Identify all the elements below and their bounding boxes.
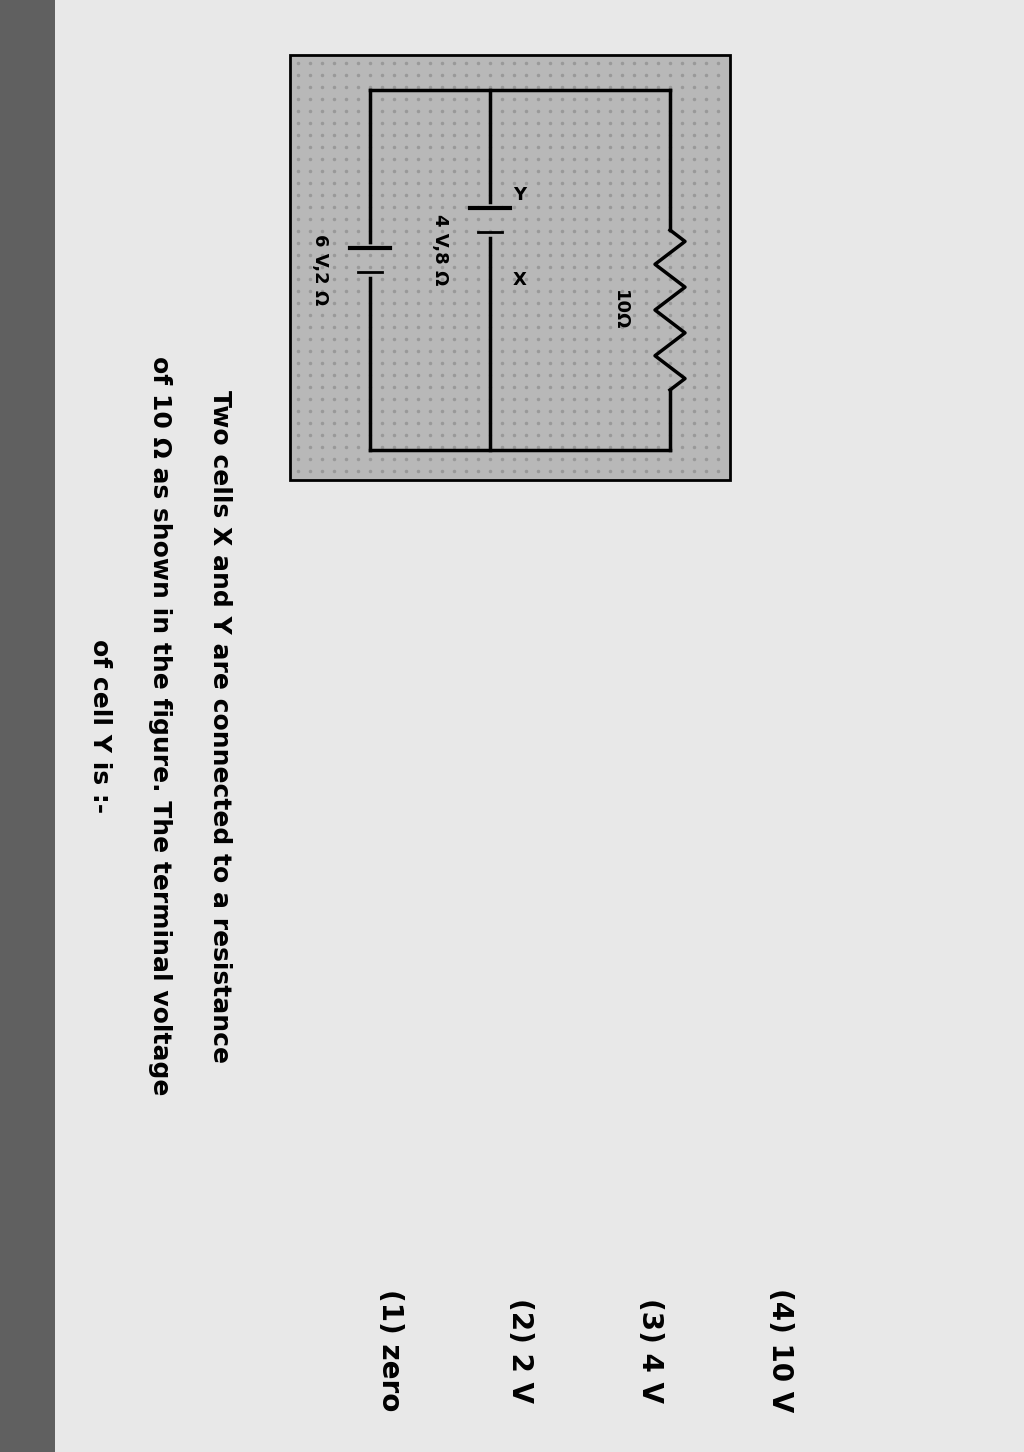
Text: Y: Y: [513, 186, 526, 203]
Bar: [0, 0, 55, 1452]
Text: of cell Y is :-: of cell Y is :-: [88, 639, 112, 813]
Text: 4 V,8 Ω: 4 V,8 Ω: [431, 215, 449, 286]
Text: 10Ω: 10Ω: [611, 290, 629, 330]
Text: Two cells X and Y are connected to a resistance: Two cells X and Y are connected to a res…: [208, 389, 232, 1063]
Text: X: X: [513, 272, 527, 289]
Text: of 10 Ω as shown in the figure. The terminal voltage: of 10 Ω as shown in the figure. The term…: [148, 356, 172, 1096]
Text: (4) 10 V: (4) 10 V: [766, 1288, 794, 1413]
Text: (3) 4 V: (3) 4 V: [636, 1298, 664, 1403]
Text: 6 V,2 Ω: 6 V,2 Ω: [311, 234, 329, 305]
Bar: [290, 55, 730, 481]
Text: (1) zero: (1) zero: [376, 1289, 404, 1411]
Text: (2) 2 V: (2) 2 V: [506, 1298, 534, 1403]
